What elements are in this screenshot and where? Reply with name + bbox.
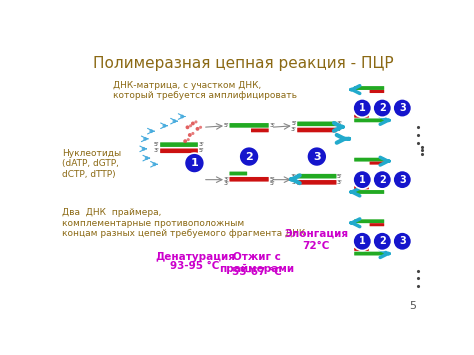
Circle shape: [187, 138, 190, 141]
Text: 1: 1: [359, 103, 365, 113]
Text: 3': 3': [291, 127, 297, 132]
Text: ДНК-матрица, с участком ДНК,
который требуется амплифицировать: ДНК-матрица, с участком ДНК, который тре…: [113, 81, 297, 100]
FancyBboxPatch shape: [370, 90, 384, 93]
FancyBboxPatch shape: [354, 115, 369, 118]
Text: 3': 3': [223, 177, 229, 182]
Text: 5': 5': [154, 142, 160, 147]
FancyBboxPatch shape: [370, 223, 384, 226]
Text: 5': 5': [291, 180, 297, 185]
Circle shape: [149, 129, 153, 133]
Text: 3: 3: [399, 103, 406, 113]
Circle shape: [196, 127, 200, 131]
FancyBboxPatch shape: [297, 121, 337, 126]
Circle shape: [239, 147, 259, 166]
Text: 5': 5': [198, 148, 204, 153]
Circle shape: [393, 232, 411, 251]
FancyBboxPatch shape: [370, 162, 384, 165]
Circle shape: [180, 115, 184, 119]
FancyBboxPatch shape: [229, 171, 247, 175]
FancyBboxPatch shape: [160, 148, 198, 153]
FancyBboxPatch shape: [297, 174, 337, 179]
Circle shape: [393, 99, 411, 117]
Text: 3': 3': [198, 142, 204, 147]
Text: 2: 2: [379, 175, 386, 185]
Text: 3': 3': [154, 148, 160, 153]
Text: 3: 3: [399, 236, 406, 246]
Circle shape: [142, 147, 146, 151]
Circle shape: [373, 232, 392, 251]
Text: 5: 5: [410, 301, 417, 311]
Text: Элонгация
72°С: Элонгация 72°С: [284, 229, 348, 251]
Circle shape: [184, 153, 204, 173]
Text: 5': 5': [291, 121, 297, 126]
Text: Денатурация: Денатурация: [155, 252, 235, 262]
FancyBboxPatch shape: [354, 219, 384, 223]
Circle shape: [153, 162, 156, 166]
Text: 2: 2: [379, 236, 386, 246]
Circle shape: [353, 99, 372, 117]
Text: Два  ДНК  праймера,
комплементарные противоположным
концам разных цепей требуемо: Два ДНК праймера, комплементарные против…: [62, 208, 305, 238]
Text: 1: 1: [191, 158, 198, 168]
Circle shape: [194, 120, 198, 124]
Text: 93-95 °С: 93-95 °С: [171, 261, 220, 271]
Circle shape: [373, 170, 392, 189]
FancyBboxPatch shape: [354, 248, 369, 251]
FancyBboxPatch shape: [251, 129, 269, 132]
Text: Нуклеотиды
(dATP, dGTP,
dCTP, dTTP): Нуклеотиды (dATP, dGTP, dCTP, dTTP): [62, 149, 121, 179]
FancyBboxPatch shape: [354, 158, 384, 162]
Circle shape: [188, 133, 191, 137]
Circle shape: [163, 124, 166, 128]
Circle shape: [183, 139, 187, 143]
Text: 5': 5': [337, 174, 343, 179]
Text: 5': 5': [223, 123, 229, 128]
Text: 55-67 °С: 55-67 °С: [232, 267, 282, 277]
Text: 3': 3': [269, 123, 275, 128]
Text: 5': 5': [337, 127, 343, 132]
Text: 3: 3: [313, 152, 320, 162]
Text: 5': 5': [269, 177, 275, 182]
Circle shape: [145, 156, 149, 160]
Circle shape: [393, 170, 411, 189]
Text: 3: 3: [399, 175, 406, 185]
Circle shape: [191, 132, 194, 135]
Text: Отжиг с
праймерами: Отжиг с праймерами: [219, 252, 294, 274]
FancyBboxPatch shape: [354, 186, 369, 189]
FancyBboxPatch shape: [354, 252, 384, 256]
Text: 1: 1: [359, 175, 365, 185]
Circle shape: [353, 170, 372, 189]
FancyBboxPatch shape: [297, 128, 337, 132]
Circle shape: [185, 125, 190, 129]
Text: 3': 3': [337, 180, 343, 185]
FancyBboxPatch shape: [354, 119, 384, 122]
Circle shape: [189, 124, 192, 127]
Circle shape: [143, 137, 147, 141]
Circle shape: [373, 99, 392, 117]
FancyBboxPatch shape: [229, 123, 269, 128]
FancyBboxPatch shape: [160, 142, 198, 147]
Circle shape: [191, 121, 195, 125]
FancyBboxPatch shape: [297, 180, 337, 185]
FancyBboxPatch shape: [229, 177, 269, 182]
Text: 1: 1: [359, 236, 365, 246]
Text: 3': 3': [291, 174, 297, 179]
FancyBboxPatch shape: [354, 86, 384, 90]
Circle shape: [353, 232, 372, 251]
Text: Полимеразная цепная реакция - ПЦР: Полимеразная цепная реакция - ПЦР: [92, 56, 393, 71]
Circle shape: [173, 119, 176, 123]
Circle shape: [199, 126, 202, 129]
Text: 2: 2: [245, 152, 253, 162]
FancyBboxPatch shape: [354, 190, 384, 194]
Circle shape: [307, 147, 327, 166]
Text: 2: 2: [379, 103, 386, 113]
Text: 5': 5': [269, 181, 275, 186]
Text: 3': 3': [337, 121, 343, 126]
Text: 3': 3': [223, 181, 229, 186]
